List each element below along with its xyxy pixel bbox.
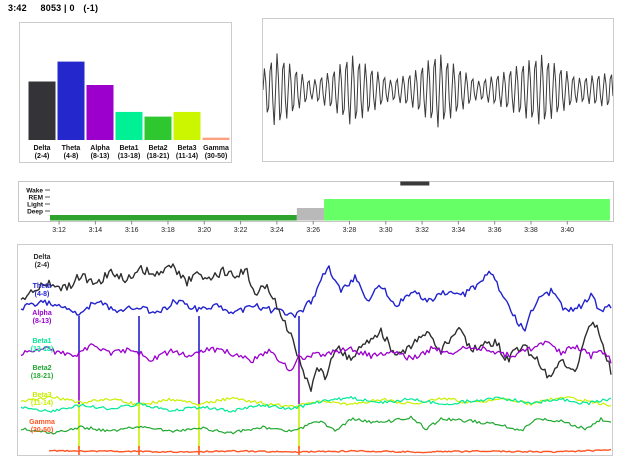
bar-range-label: (2-4) xyxy=(35,153,50,160)
stage-label-light: Light xyxy=(27,202,44,209)
series-label: Beta3 xyxy=(32,392,51,399)
stage-label-deep: Deep xyxy=(27,209,43,216)
time-tick-label: 3:28 xyxy=(343,227,357,233)
bar-label: Beta1 xyxy=(119,145,138,152)
series-range-label: (13-18) xyxy=(31,346,54,353)
stage-label-rem: REM xyxy=(29,195,43,202)
series-range-label: (2-4) xyxy=(35,262,50,269)
hypnogram-frame xyxy=(18,181,614,222)
raw-eeg-waveform-chart xyxy=(262,18,614,162)
clock-time: 3:42 xyxy=(8,3,27,13)
series-range-label: (18-21) xyxy=(31,373,54,380)
bar-label: Delta xyxy=(33,145,50,152)
hypnogram-segment-deep xyxy=(50,215,297,221)
sample-counter: 8053 | 0 xyxy=(40,3,75,13)
series-label: Beta2 xyxy=(32,365,51,372)
trend-trace-beta1 xyxy=(20,395,612,413)
bar-range-label: (8-13) xyxy=(91,153,110,160)
hypnogram-segment-wake xyxy=(400,181,430,186)
eeg-wave-trace xyxy=(263,53,613,128)
bar-range-label: (18-21) xyxy=(147,153,170,160)
stage-label-wake: Wake xyxy=(26,188,43,195)
band-power-bar-chart: Delta(2-4) Theta(4-8) Alpha(8-13) Beta1(13-… xyxy=(19,22,232,163)
series-label: Delta xyxy=(33,254,50,261)
hypnogram-segment-light xyxy=(296,208,325,221)
band-bar-delta xyxy=(28,81,56,140)
bar-range-label: (30-50) xyxy=(205,153,228,160)
time-tick-label: 3:14 xyxy=(89,227,103,233)
series-label: Gamma xyxy=(29,419,55,426)
time-tick-label: 3:18 xyxy=(161,227,175,233)
bar-label: Beta2 xyxy=(148,145,167,152)
time-tick-label: 3:30 xyxy=(379,227,393,233)
series-label: Beta1 xyxy=(32,338,51,345)
bar-label: Alpha xyxy=(90,145,110,152)
time-tick-label: 3:34 xyxy=(452,227,466,233)
bar-label: Gamma xyxy=(203,145,229,152)
series-label: Alpha xyxy=(32,310,52,317)
time-tick-label: 3:40 xyxy=(560,227,574,233)
time-tick-label: 3:38 xyxy=(524,227,538,233)
trend-trace-beta2 xyxy=(21,415,612,435)
status-bar: 3:42 8053 | 0 (-1) xyxy=(8,3,98,13)
series-range-label: (8-13) xyxy=(33,318,52,325)
series-range-label: (30-50) xyxy=(31,427,54,434)
band-bar-beta3 xyxy=(173,111,201,140)
band-bar-beta2 xyxy=(144,116,172,140)
time-tick-label: 3:24 xyxy=(270,227,284,233)
trend-trace-theta xyxy=(20,265,612,332)
time-tick-label: 3:12 xyxy=(52,227,66,233)
band-bar-gamma xyxy=(202,137,230,140)
series-range-label: (4-8) xyxy=(35,291,50,298)
time-tick-label: 3:22 xyxy=(234,227,248,233)
series-range-label: (11-14) xyxy=(31,400,53,407)
hypnogram-segment-rem xyxy=(324,199,610,221)
time-tick-label: 3:16 xyxy=(125,227,139,233)
time-tick-label: 3:36 xyxy=(488,227,502,233)
bar-label: Beta3 xyxy=(177,145,196,152)
bar-range-label: (4-8) xyxy=(64,153,79,160)
band-power-trend-chart: Delta(2-4) Theta(4-8) Alpha(8-13) Beta1(13-… xyxy=(17,244,613,456)
band-bar-alpha xyxy=(86,85,114,140)
band-bar-beta1 xyxy=(115,111,143,140)
bar-range-label: (13-18) xyxy=(118,153,141,160)
bar-range-label: (11-14) xyxy=(176,153,198,160)
trend-trace-gamma xyxy=(48,448,612,454)
bar-label: Theta xyxy=(62,145,81,152)
time-tick-label: 3:32 xyxy=(415,227,429,233)
time-tick-label: 3:26 xyxy=(306,227,320,233)
trend-trace-alpha xyxy=(20,340,612,372)
trend-trace-delta xyxy=(20,263,612,393)
time-tick-label: 3:20 xyxy=(197,227,211,233)
band-bar-theta xyxy=(57,61,85,140)
signal-offset: (-1) xyxy=(83,3,99,13)
series-label: Theta xyxy=(33,283,52,290)
